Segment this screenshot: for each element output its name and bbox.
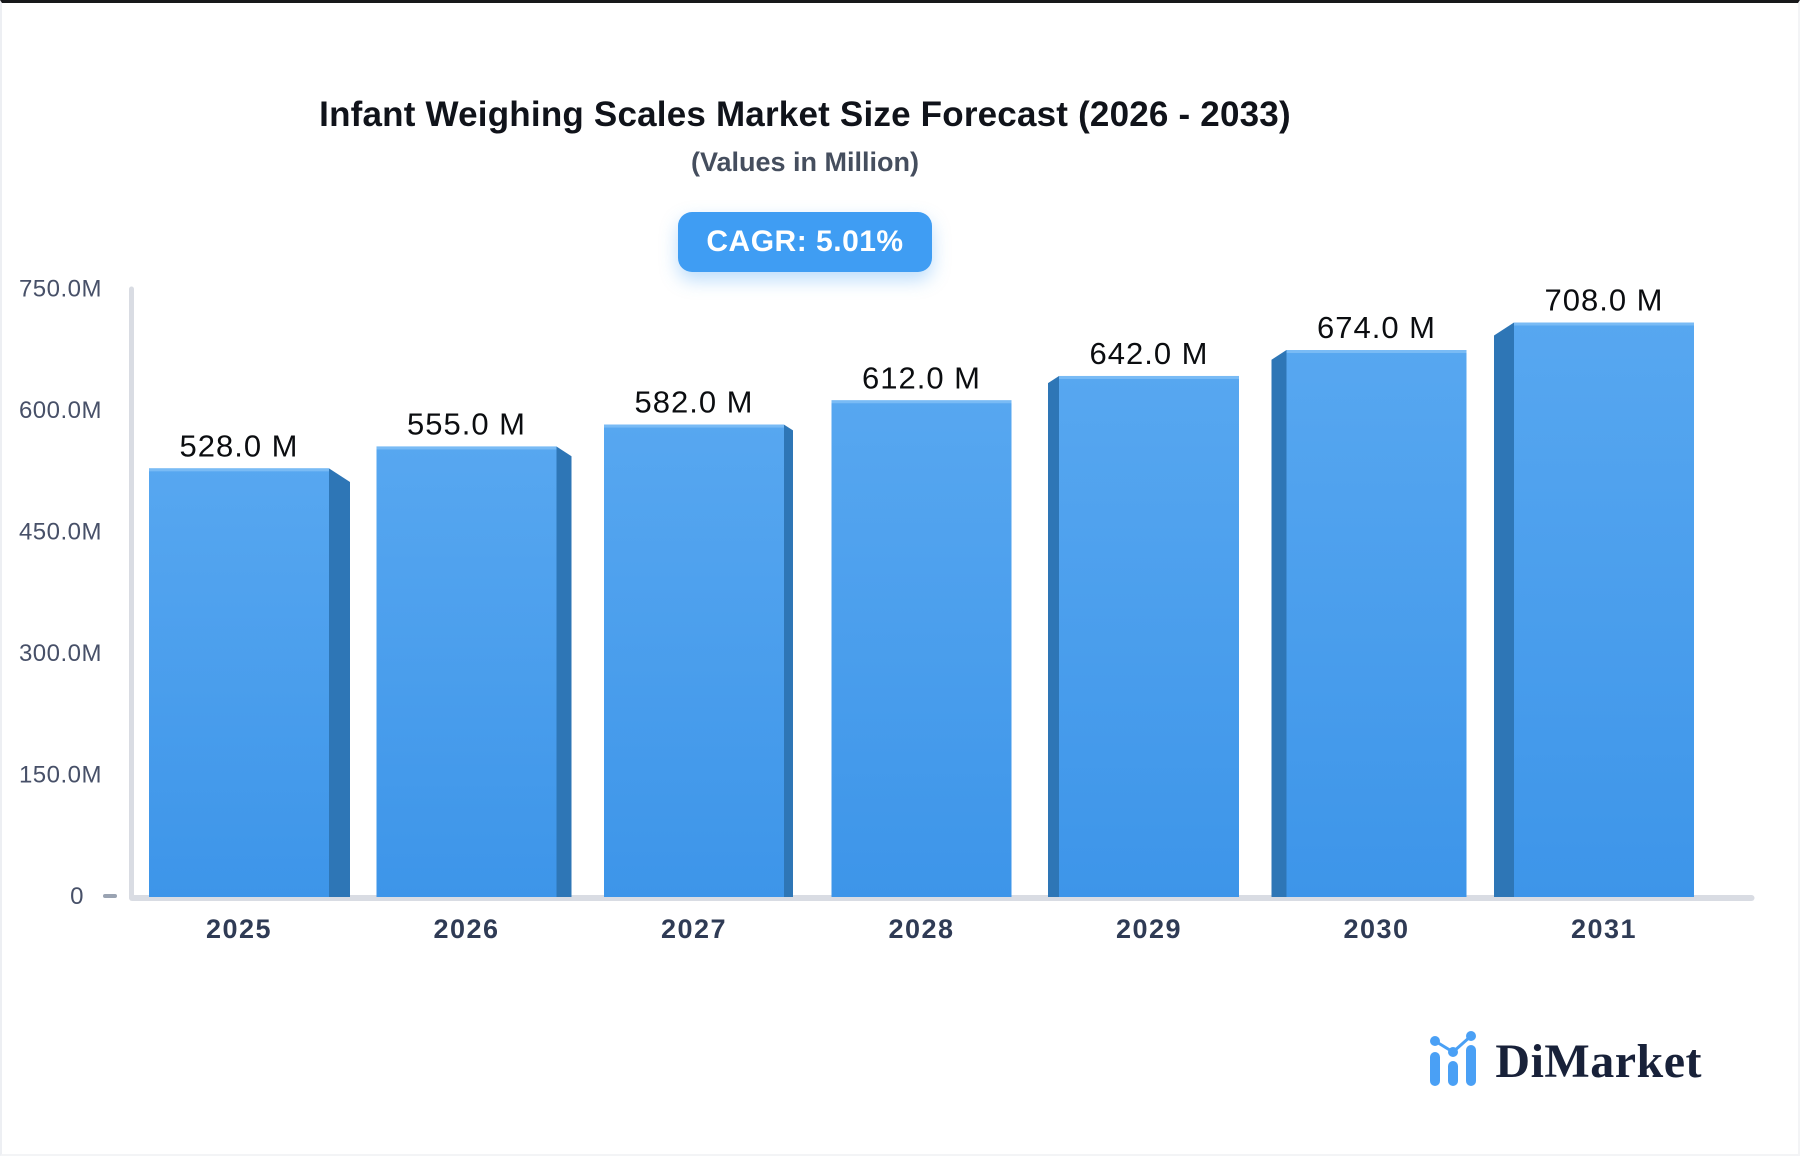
x-axis-label: 2025 [206,914,272,944]
y-axis-label: 750.0M [19,276,102,303]
chart-header: Infant Weighing Scales Market Size Forec… [0,95,1610,272]
bar-2028 [831,400,1012,897]
bar-top-highlight [376,446,557,450]
cagr-badge: CAGR: 5.01% [678,212,932,272]
bar-top-highlight [831,400,1012,404]
y-axis-label: 600.0M [19,397,102,424]
bar-group-2030: 674.0 M 2030 [1271,310,1467,944]
bar-side-face [784,424,793,897]
bar-side-face [1048,375,1059,898]
bar-top-highlight [149,468,329,472]
bar-value-label: 674.0 M [1317,310,1436,345]
chart-subtitle: (Values in Million) [690,147,920,177]
bar-2031 [1514,322,1694,897]
zero-tick-dash [103,894,117,898]
bar-top-highlight [1514,322,1694,326]
chart-title: Infant Weighing Scales Market Size Forec… [319,95,1291,134]
y-axis-label: 0 [70,883,84,910]
x-axis-label: 2030 [1343,914,1409,944]
x-axis-label: 2026 [433,914,499,944]
bar-value-label: 708.0 M [1544,283,1663,318]
x-axis-label: 2031 [1571,914,1637,944]
y-axis-line [129,286,134,900]
bar-value-label: 528.0 M [179,428,298,463]
bar-value-label: 555.0 M [407,406,526,441]
brand-logo: DiMarket [1428,1030,1702,1088]
y-axis-label: 450.0M [19,519,102,546]
bar-group-2028: 612.0 M 2028 [831,360,1012,944]
bar-top-highlight [604,424,784,428]
bar-top-highlight [1059,375,1239,379]
bar-value-label: 612.0 M [862,360,981,395]
bar-value-label: 582.0 M [634,385,753,420]
bar-side-face [556,446,572,897]
bar-2025 [149,468,329,897]
bar-2030 [1286,350,1467,897]
bar-2027 [604,424,784,897]
bar-top-highlight [1286,350,1467,354]
bar-2026 [376,446,557,897]
y-axis-label: 300.0M [19,640,102,667]
bar-group-2027: 582.0 M 2027 [604,385,793,944]
bar-line-chart-icon [1430,1031,1477,1086]
bar-value-label: 642.0 M [1089,336,1208,371]
bar-side-face [1494,322,1514,897]
x-axis-label: 2028 [888,914,954,944]
y-axis-label: 150.0M [19,762,102,789]
x-axis-label: 2027 [661,914,727,944]
bar-group-2031: 708.0 M 2031 [1494,283,1694,944]
bar-group-2029: 642.0 M 2029 [1048,336,1239,944]
bar-side-face [329,468,350,897]
bar-2029 [1059,375,1239,898]
bar-side-face [1271,350,1287,897]
x-axis-label: 2029 [1116,914,1182,944]
bar-group-2026: 555.0 M 2026 [376,406,572,944]
bar-group-2025: 528.0 M 2025 [149,428,350,944]
brand-name: DiMarket [1495,1035,1702,1088]
